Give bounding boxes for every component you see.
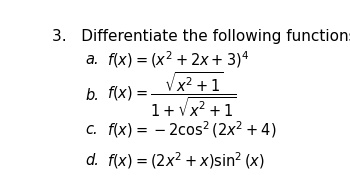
Text: 3.   Differentiate the following functions.: 3. Differentiate the following functions… <box>52 29 350 44</box>
Text: $f(x) = (x^2 + 2x + 3)^4$: $f(x) = (x^2 + 2x + 3)^4$ <box>107 49 250 70</box>
Text: b.: b. <box>86 88 100 103</box>
Text: $f(x) = \dfrac{\sqrt{x^2+1}}{1+\sqrt{x^2+1}}$: $f(x) = \dfrac{\sqrt{x^2+1}}{1+\sqrt{x^2… <box>107 71 237 119</box>
Text: a.: a. <box>86 52 99 67</box>
Text: d.: d. <box>86 153 100 168</box>
Text: $f(x) = -2\cos^2(2x^2 + 4)$: $f(x) = -2\cos^2(2x^2 + 4)$ <box>107 119 277 140</box>
Text: c.: c. <box>86 122 98 137</box>
Text: $f(x) = (2x^2 + x)\sin^2(x)$: $f(x) = (2x^2 + x)\sin^2(x)$ <box>107 150 266 171</box>
